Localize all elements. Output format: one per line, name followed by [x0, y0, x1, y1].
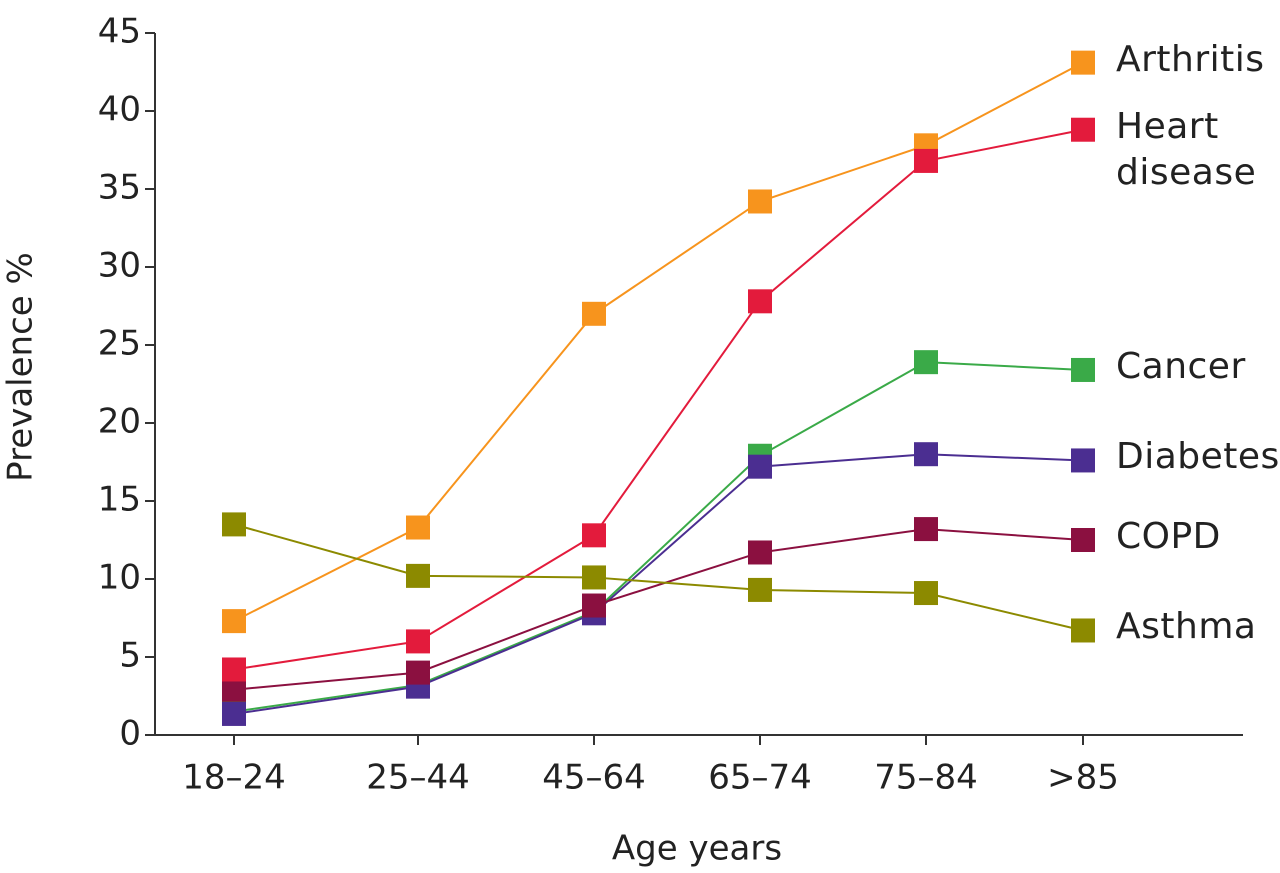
y-tick-label: 25 — [98, 324, 141, 364]
y-tick-label: 30 — [98, 246, 141, 286]
point-marker — [748, 289, 772, 314]
y-tick-label: 0 — [119, 714, 141, 754]
series-label: Heart disease — [1116, 105, 1257, 193]
y-tick-label: 40 — [98, 90, 141, 130]
x-tick-label: >85 — [1047, 758, 1119, 798]
point-marker — [1071, 50, 1095, 75]
point-marker — [748, 189, 772, 214]
point-marker — [748, 540, 772, 565]
y-tick-label: 20 — [98, 402, 141, 442]
series-line — [233, 61, 1084, 623]
point-marker — [914, 442, 938, 467]
point-marker — [582, 301, 606, 326]
point-marker — [406, 629, 430, 654]
point-marker — [914, 581, 938, 606]
y-tick-label: 5 — [119, 636, 141, 676]
y-tick-label: 10 — [98, 558, 141, 598]
point-marker — [222, 677, 246, 702]
y-tick-label: 35 — [98, 168, 141, 208]
series-line — [233, 528, 1084, 691]
point-marker — [748, 577, 772, 602]
point-marker — [406, 660, 430, 685]
y-tick-label: 15 — [98, 480, 141, 520]
x-tick-label: 45–64 — [542, 758, 646, 798]
point-marker — [222, 512, 246, 537]
series-label: Cancer — [1116, 345, 1246, 387]
series-line — [233, 523, 1084, 632]
point-marker — [582, 523, 606, 548]
point-marker — [914, 350, 938, 375]
point-marker — [222, 657, 246, 682]
point-marker — [1071, 528, 1095, 552]
point-marker — [1071, 357, 1095, 382]
point-marker — [406, 515, 430, 540]
y-tick-label: 45 — [98, 12, 141, 52]
series-label: Arthritis — [1116, 38, 1265, 80]
series-line — [233, 128, 1084, 671]
point-marker — [1071, 618, 1095, 643]
point-marker — [1071, 448, 1095, 473]
series-line — [233, 453, 1084, 715]
point-marker — [582, 593, 606, 618]
point-marker — [222, 701, 246, 726]
series-label: COPD — [1116, 516, 1221, 557]
point-marker — [1071, 117, 1095, 142]
point-marker — [582, 565, 606, 590]
point-marker — [914, 148, 938, 173]
point-marker — [748, 454, 772, 479]
x-tick-label: 25–44 — [366, 758, 470, 798]
series-label: Asthma — [1116, 606, 1257, 648]
y-axis-label: Prevalence % — [1, 252, 41, 482]
x-tick-label: 18–24 — [182, 758, 286, 798]
series-line — [233, 361, 1084, 713]
point-marker — [914, 517, 938, 542]
point-marker — [406, 563, 430, 588]
point-marker — [222, 609, 246, 634]
series-label: Diabetes — [1116, 436, 1280, 478]
x-axis-label: Age years — [612, 829, 782, 869]
x-tick-label: 65–74 — [708, 758, 812, 798]
x-tick-label: 75–84 — [874, 758, 978, 798]
